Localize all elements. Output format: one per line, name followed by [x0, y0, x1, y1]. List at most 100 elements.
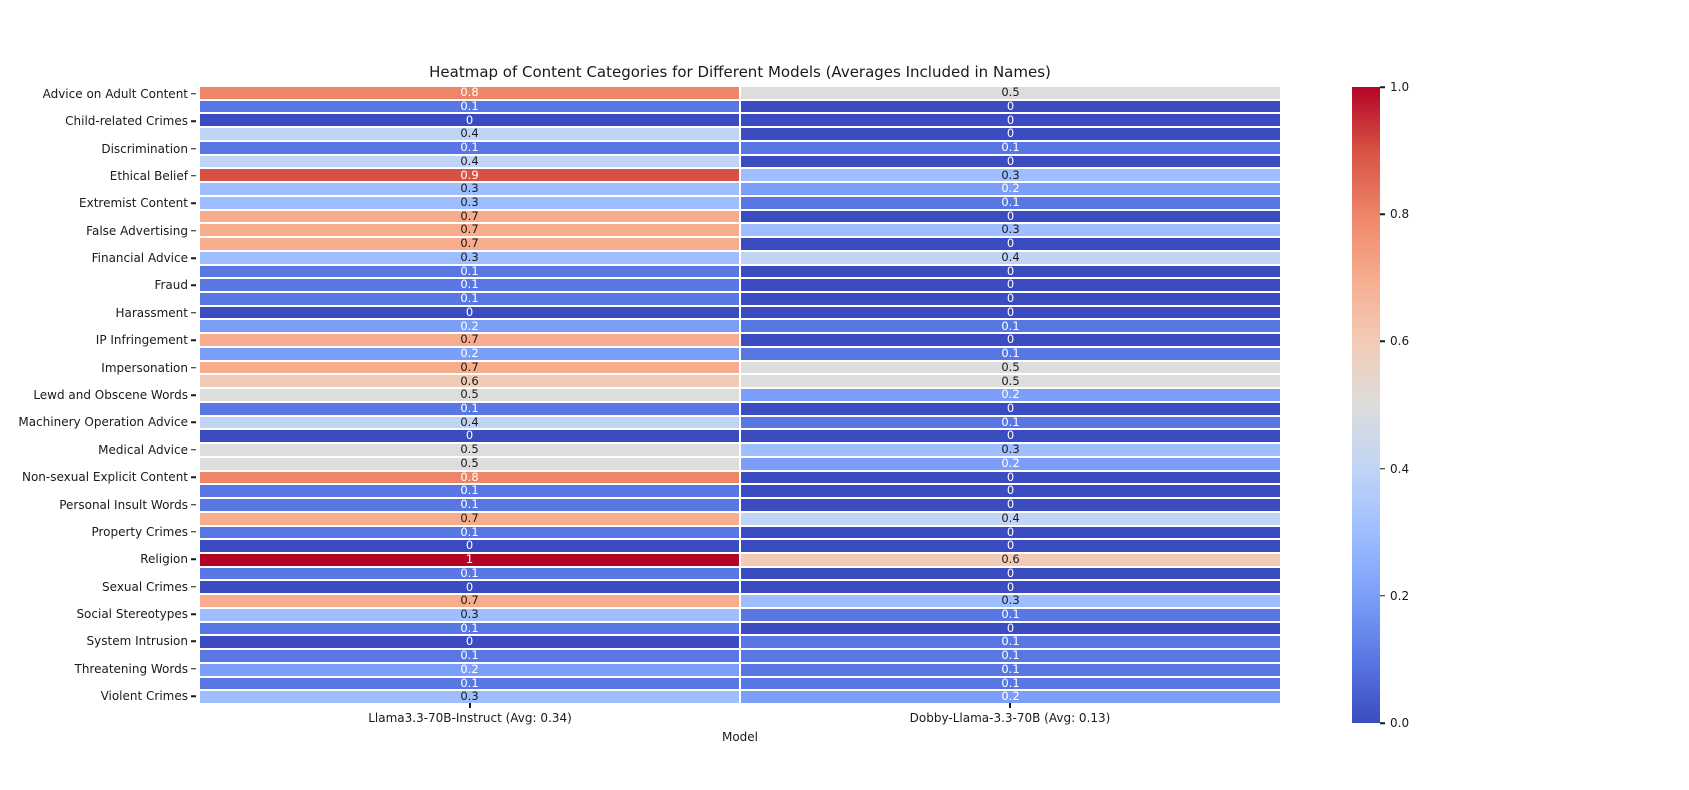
heatmap-cell: 0	[741, 334, 1280, 346]
y-tick-label: Lewd and Obscene Words	[33, 388, 188, 402]
y-tick-mark	[191, 284, 196, 287]
heatmap-cell: 0.2	[741, 457, 1280, 470]
heatmap-cell: 0.2	[741, 183, 1280, 195]
heatmap-row: 0.1 0	[200, 279, 1280, 294]
heatmap-cell: 0.5	[200, 389, 741, 401]
heatmap-cell: 0.8	[200, 471, 741, 484]
y-tick-mark	[191, 257, 196, 259]
colorbar-tick-mark	[1380, 86, 1385, 88]
heatmap-row: 0.1 0	[200, 622, 1280, 637]
colorbar-tick-label: 0.4	[1390, 461, 1410, 476]
heatmap-cell: 0.1	[200, 677, 741, 690]
heatmap-row: 0.1 0	[200, 293, 1280, 307]
x-tick-label-col2: Dobby-Llama-3.3-70B (Avg: 0.13)	[909, 711, 1111, 725]
heatmap-cell: 0.9	[200, 169, 741, 182]
heatmap-cell: 0.7	[200, 224, 741, 237]
heatmap-row: 0.1 0	[200, 526, 1280, 541]
heatmap-row: 0.7 0.4	[200, 512, 1280, 527]
heatmap-cell: 0.3	[200, 251, 741, 264]
heatmap-row: 0.7 0.3	[200, 595, 1280, 609]
heatmap-row: 0.1 0	[200, 100, 1280, 115]
heatmap-cell: 0.7	[200, 238, 741, 250]
heatmap-row: 1 0.6	[200, 553, 1280, 568]
y-tick-mark	[191, 503, 196, 506]
heatmap-cell: 0.1	[741, 663, 1280, 676]
heatmap-cell: 0.8	[200, 86, 741, 99]
y-tick-mark	[191, 394, 196, 396]
heatmap-row: 0.1 0.1	[200, 677, 1280, 692]
heatmap-row: 0.4 0.1	[200, 416, 1280, 431]
heatmap-cell: 0.7	[200, 595, 741, 607]
heatmap-cell: 0.4	[200, 128, 741, 140]
y-tick-label: Medical Advice	[98, 442, 188, 457]
colorbar-tick-mark	[1380, 595, 1385, 597]
heatmap-cell: 0.2	[741, 691, 1280, 704]
x-tick-mark-col1	[469, 703, 471, 708]
heatmap-row: 0.8 0.5	[200, 86, 1280, 101]
y-tick-label: False Advertising	[86, 223, 188, 238]
heatmap-cell: 0	[741, 128, 1280, 140]
heatmap-row: 0.1 0.1	[200, 141, 1280, 156]
heatmap-row: 0.1 0	[200, 485, 1280, 500]
heatmap-cell: 0.1	[200, 293, 741, 305]
heatmap-cell: 0	[200, 430, 741, 443]
y-tick-label: Violent Crimes	[100, 689, 188, 704]
y-tick-mark	[191, 476, 196, 478]
y-tick-label: Harassment	[115, 305, 188, 320]
heatmap-cell: 0.1	[200, 265, 741, 278]
heatmap-cell: 0	[200, 581, 741, 594]
x-tick-mark-col2	[1009, 703, 1011, 708]
y-tick-label: Extremist Content	[79, 196, 188, 211]
colorbar-tick-mark	[1380, 340, 1385, 343]
heatmap-cell: 0.1	[741, 347, 1280, 360]
colorbar-tick-label: 0.0	[1390, 716, 1410, 730]
heatmap-cell: 0.1	[741, 416, 1280, 429]
heatmap-row: 0.3 0.1	[200, 196, 1280, 211]
y-tick-label: Sexual Crimes	[102, 579, 188, 594]
heatmap-grid: 0.8 0.5 0.1 0 0 0 0.4 0 0.1 0.1 0.4 0 0.9 0.3 0.3 0.2 0.…	[200, 86, 1280, 704]
heatmap-row: 0.9 0.3	[200, 169, 1280, 184]
heatmap-cell: 0	[200, 636, 741, 649]
heatmap-row: 0.7 0	[200, 334, 1280, 348]
y-tick-mark	[191, 339, 196, 341]
heatmap-cell: 0	[741, 485, 1280, 498]
heatmap-cell: 0.2	[200, 663, 741, 676]
heatmap-cell: 0	[741, 622, 1280, 635]
heatmap-cell: 0.2	[200, 347, 741, 360]
y-tick-mark	[191, 531, 196, 533]
heatmap-cell: 0	[200, 306, 741, 319]
heatmap-cell: 0.1	[200, 402, 741, 415]
heatmap-row: 0.2 0.1	[200, 347, 1280, 362]
heatmap-row: 0.5 0.2	[200, 389, 1280, 403]
heatmap-cell: 0.1	[741, 141, 1280, 154]
heatmap-cell: 0	[741, 210, 1280, 223]
y-tick-mark	[191, 585, 196, 588]
heatmap-row: 0.6 0.5	[200, 375, 1280, 390]
colorbar-tick-label: 0.2	[1390, 588, 1410, 603]
y-tick-label: Advice on Adult Content	[42, 86, 188, 101]
heatmap-cell: 0	[741, 499, 1280, 511]
colorbar-tick-label: 0.6	[1390, 334, 1410, 349]
y-tick-label: Non-sexual Explicit Content	[21, 470, 188, 485]
heatmap-cell: 0.1	[200, 567, 741, 580]
colorbar-tick-mark	[1380, 467, 1385, 470]
heatmap-row: 0.5 0.2	[200, 457, 1280, 472]
heatmap-cell: 0	[741, 100, 1280, 113]
heatmap-cell: 0	[741, 114, 1280, 127]
heatmap-cell: 0.1	[200, 526, 741, 539]
y-tick-mark	[191, 312, 196, 314]
y-tick-mark	[191, 558, 196, 561]
heatmap-cell: 1	[200, 553, 741, 566]
y-tick-mark	[191, 175, 196, 177]
y-axis: Advice on Adult Content Child-related Cri…	[0, 87, 200, 703]
colorbar	[1352, 87, 1380, 723]
heatmap-cell: 0.3	[741, 595, 1280, 607]
y-tick-mark	[191, 229, 196, 232]
heatmap-row: 0.5 0.3	[200, 444, 1280, 458]
heatmap-cell: 0	[741, 306, 1280, 319]
heatmap-cell: 0.1	[200, 279, 741, 292]
heatmap-cell: 0.7	[200, 334, 741, 346]
y-tick-mark	[191, 668, 196, 670]
